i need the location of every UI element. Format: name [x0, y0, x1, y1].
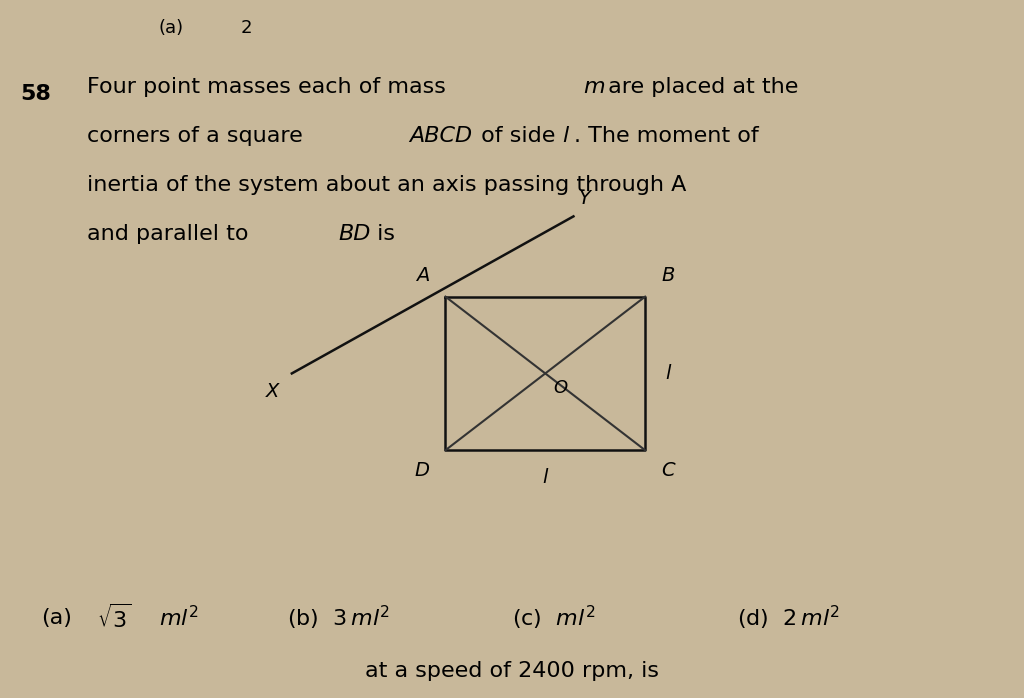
- Text: (c)  $ml^2$: (c) $ml^2$: [512, 604, 595, 632]
- Text: O: O: [553, 379, 567, 397]
- Text: X: X: [266, 382, 280, 401]
- Text: . The moment of: . The moment of: [574, 126, 759, 146]
- Text: D: D: [414, 461, 429, 480]
- Text: Four point masses each of mass: Four point masses each of mass: [87, 77, 453, 97]
- Text: l: l: [543, 468, 548, 487]
- Text: corners of a square: corners of a square: [87, 126, 310, 146]
- Text: l: l: [666, 364, 671, 383]
- Text: of side: of side: [474, 126, 562, 146]
- Text: BD: BD: [338, 224, 371, 244]
- Text: is: is: [370, 224, 394, 244]
- Text: A: A: [416, 267, 429, 285]
- Text: l: l: [562, 126, 568, 146]
- Text: C: C: [662, 461, 675, 480]
- Text: Y: Y: [579, 189, 591, 208]
- Text: 2: 2: [241, 19, 252, 37]
- Text: at a speed of 2400 rpm, is: at a speed of 2400 rpm, is: [365, 662, 659, 681]
- Text: and parallel to: and parallel to: [87, 224, 256, 244]
- Text: are placed at the: are placed at the: [601, 77, 799, 97]
- Text: (a): (a): [159, 19, 184, 37]
- Text: m: m: [584, 77, 605, 97]
- Text: $\sqrt{3}$: $\sqrt{3}$: [97, 604, 132, 632]
- Text: 58: 58: [20, 84, 51, 104]
- Text: (d)  $2\,ml^2$: (d) $2\,ml^2$: [737, 604, 841, 632]
- Text: B: B: [662, 267, 675, 285]
- Text: ABCD: ABCD: [410, 126, 473, 146]
- Text: inertia of the system about an axis passing through A: inertia of the system about an axis pass…: [87, 175, 686, 195]
- Text: $ml^2$: $ml^2$: [159, 605, 199, 630]
- Text: (a): (a): [41, 608, 72, 628]
- Text: (b)  $3\,ml^2$: (b) $3\,ml^2$: [287, 604, 390, 632]
